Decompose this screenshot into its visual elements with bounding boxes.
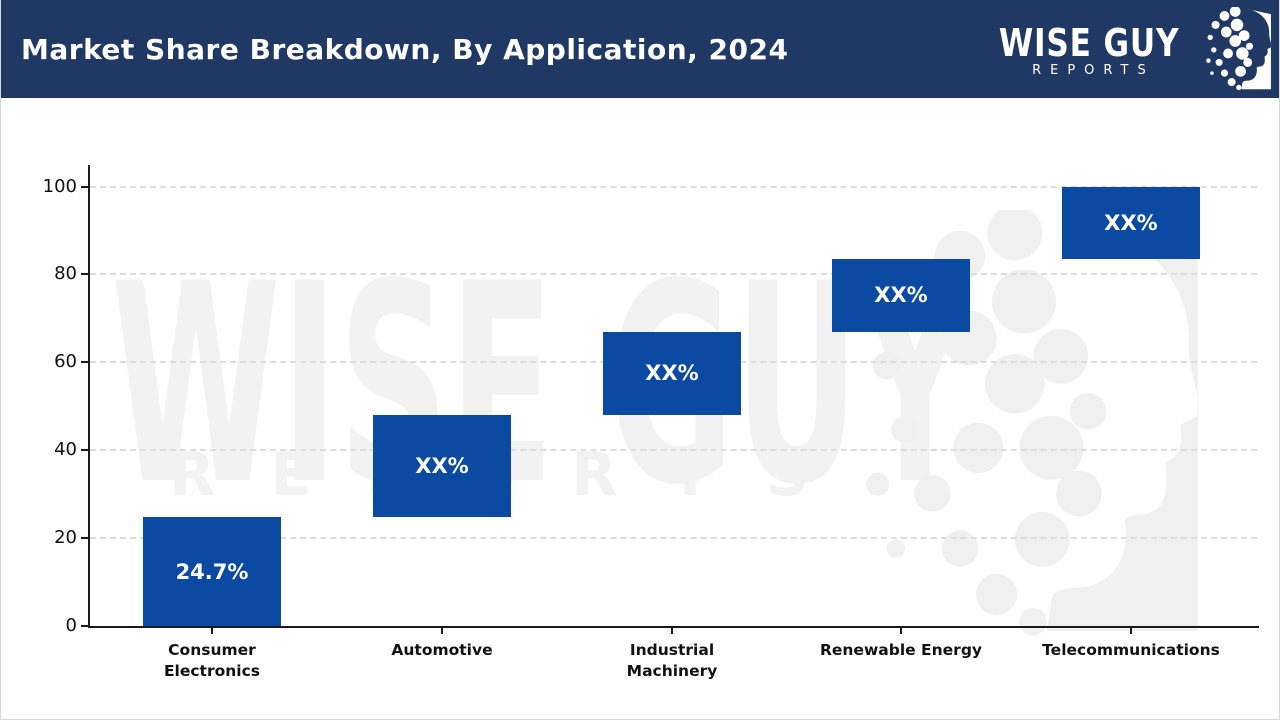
bar-value-label: 24.7% bbox=[175, 559, 249, 584]
logo-wordmark: WISE GUY bbox=[998, 20, 1180, 65]
bar: XX% bbox=[373, 415, 511, 518]
x-category-label: Automotive bbox=[391, 641, 493, 659]
y-tick-mark bbox=[81, 361, 88, 364]
logo-text: WISE GUY REPORTS bbox=[979, 21, 1199, 78]
watermark-subtitle: REPORTS bbox=[169, 440, 864, 510]
y-tick-mark bbox=[81, 625, 88, 627]
y-tick-label: 20 bbox=[54, 527, 77, 549]
y-tick-mark bbox=[81, 449, 88, 452]
bar: XX% bbox=[832, 259, 970, 332]
x-category-label: Renewable Energy bbox=[819, 641, 983, 659]
bar-value-label: XX% bbox=[415, 454, 469, 479]
y-tick-label: 60 bbox=[54, 351, 77, 373]
bar: 24.7% bbox=[143, 517, 281, 626]
logo-face-icon bbox=[1206, 7, 1272, 91]
x-category-label: Industrial Machinery bbox=[626, 641, 718, 680]
watermark-wordmark: WISE GUY bbox=[111, 225, 971, 545]
y-tick-mark bbox=[81, 273, 88, 276]
gridline bbox=[90, 449, 1257, 452]
bar-value-label: XX% bbox=[1104, 210, 1158, 235]
x-tick-mark bbox=[211, 628, 213, 634]
wise-guy-logo: WISE GUY REPORTS bbox=[979, 6, 1273, 92]
x-category-label: Consumer Electronics bbox=[163, 641, 261, 680]
x-tick-mark bbox=[900, 628, 902, 634]
logo-subtitle: REPORTS bbox=[1032, 62, 1155, 78]
y-tick-mark bbox=[81, 185, 88, 188]
x-axis-line bbox=[88, 626, 1259, 628]
bar: XX% bbox=[1062, 186, 1200, 260]
y-tick-label: 100 bbox=[42, 175, 77, 197]
gridline bbox=[90, 537, 1257, 540]
y-tick-label: 0 bbox=[65, 615, 77, 636]
bar-value-label: XX% bbox=[645, 361, 699, 386]
gridline bbox=[90, 185, 1257, 188]
x-tick-mark bbox=[671, 628, 673, 634]
y-axis-line bbox=[88, 165, 90, 628]
bar-value-label: XX% bbox=[874, 283, 928, 308]
y-tick-label: 40 bbox=[54, 439, 77, 461]
gridline bbox=[90, 273, 1257, 276]
x-tick-mark bbox=[441, 628, 443, 634]
bar: XX% bbox=[603, 331, 741, 416]
y-tick-mark bbox=[81, 537, 88, 540]
header-bar: Market Share Breakdown, By Application, … bbox=[1, 0, 1279, 98]
x-category-label: Telecommunications bbox=[1042, 641, 1220, 659]
y-tick-label: 80 bbox=[54, 263, 77, 285]
chart-title: Market Share Breakdown, By Application, … bbox=[21, 32, 789, 66]
x-tick-mark bbox=[1130, 628, 1132, 634]
